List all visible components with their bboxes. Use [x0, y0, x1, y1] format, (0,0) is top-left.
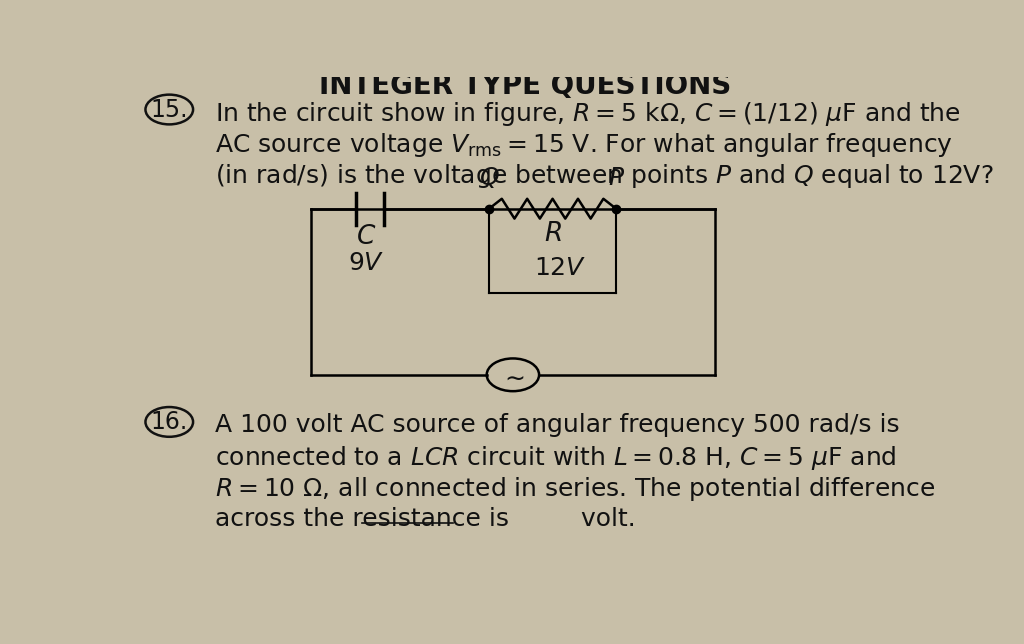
Text: In the circuit show in figure, $R=5$ k$\Omega$, $C=(1/12)$ $\mu$F and the: In the circuit show in figure, $R=5$ k$\…: [215, 100, 961, 128]
Text: INTEGER TYPE QUESTIONS: INTEGER TYPE QUESTIONS: [318, 72, 731, 100]
Text: AC source voltage $V_{\rm rms}=15$ V. For what angular frequency: AC source voltage $V_{\rm rms}=15$ V. Fo…: [215, 131, 953, 159]
Text: $Q$: $Q$: [479, 165, 500, 190]
Text: (in rad/s) is the voltage between points $P$ and $Q$ equal to 12V?: (in rad/s) is the voltage between points…: [215, 162, 994, 190]
Text: $12V$: $12V$: [535, 256, 587, 279]
Text: $C$: $C$: [356, 223, 376, 250]
Text: $\sim$: $\sim$: [501, 365, 525, 389]
Text: $R$: $R$: [544, 221, 561, 247]
Text: across the resistance is         volt.: across the resistance is volt.: [215, 507, 636, 531]
Text: 16.: 16.: [151, 410, 187, 434]
Text: A 100 volt AC source of angular frequency 500 rad/s is: A 100 volt AC source of angular frequenc…: [215, 413, 900, 437]
Text: $R=10$ $\Omega$, all connected in series. The potential difference: $R=10$ $\Omega$, all connected in series…: [215, 475, 936, 504]
Text: connected to a $LCR$ circuit with $L=0.8$ H, $C=5$ $\mu$F and: connected to a $LCR$ circuit with $L=0.8…: [215, 444, 897, 472]
Text: 15.: 15.: [151, 97, 188, 122]
Text: $P$: $P$: [607, 166, 625, 190]
Text: $9V$: $9V$: [348, 251, 384, 275]
